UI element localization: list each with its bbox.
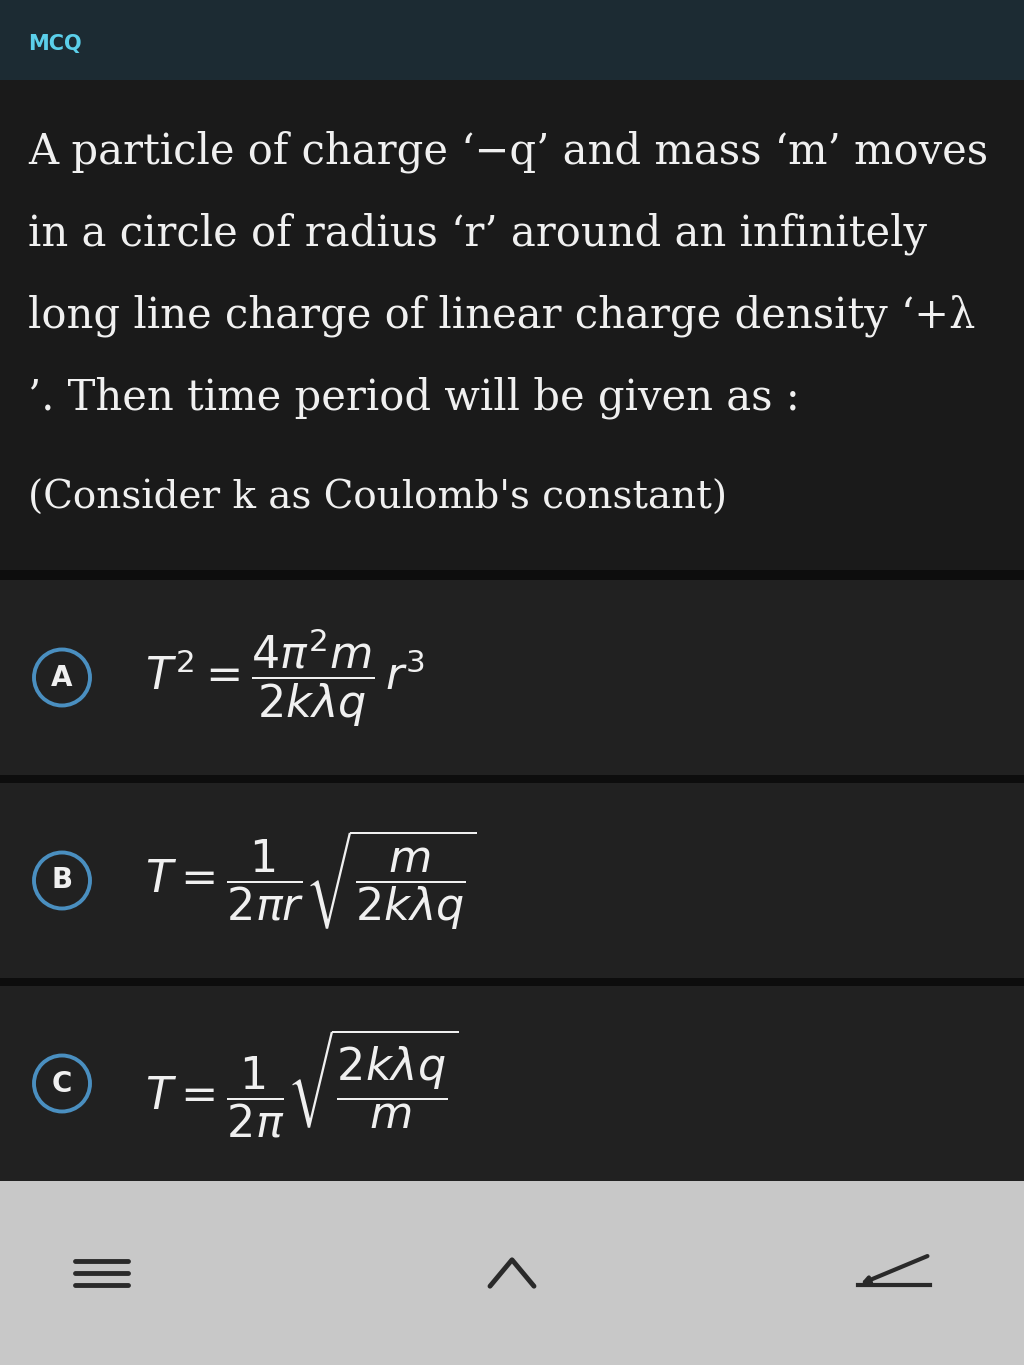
Text: C: C — [52, 1070, 72, 1097]
Bar — [0, 571, 1024, 580]
Text: $T^2 = \dfrac{4\pi^2 m}{2k\lambda q}\,r^3$: $T^2 = \dfrac{4\pi^2 m}{2k\lambda q}\,r^… — [145, 627, 425, 729]
Text: $T = \dfrac{1}{2\pi r}\sqrt{\dfrac{m}{2k\lambda q}}$: $T = \dfrac{1}{2\pi r}\sqrt{\dfrac{m}{2k… — [145, 829, 477, 932]
Bar — [0, 1181, 1024, 1365]
Bar — [0, 775, 1024, 784]
Text: A particle of charge ‘−q’ and mass ‘m’ moves: A particle of charge ‘−q’ and mass ‘m’ m… — [28, 131, 988, 173]
Bar — [0, 986, 1024, 1181]
Text: ’. Then time period will be given as :: ’. Then time period will be given as : — [28, 377, 800, 419]
Text: MCQ: MCQ — [28, 34, 82, 55]
Text: $T = \dfrac{1}{2\pi}\sqrt{\dfrac{2k\lambda q}{m}}$: $T = \dfrac{1}{2\pi}\sqrt{\dfrac{2k\lamb… — [145, 1028, 459, 1140]
Text: B: B — [51, 867, 73, 894]
Text: A: A — [51, 663, 73, 692]
Bar — [0, 977, 1024, 986]
Text: long line charge of linear charge density ‘+λ: long line charge of linear charge densit… — [28, 295, 976, 337]
Bar — [0, 0, 1024, 81]
Bar — [0, 784, 1024, 977]
Text: in a circle of radius ‘r’ around an infinitely: in a circle of radius ‘r’ around an infi… — [28, 213, 927, 255]
Text: (Consider k as Coulomb's constant): (Consider k as Coulomb's constant) — [28, 479, 727, 516]
Bar — [0, 580, 1024, 775]
Bar — [0, 81, 1024, 571]
